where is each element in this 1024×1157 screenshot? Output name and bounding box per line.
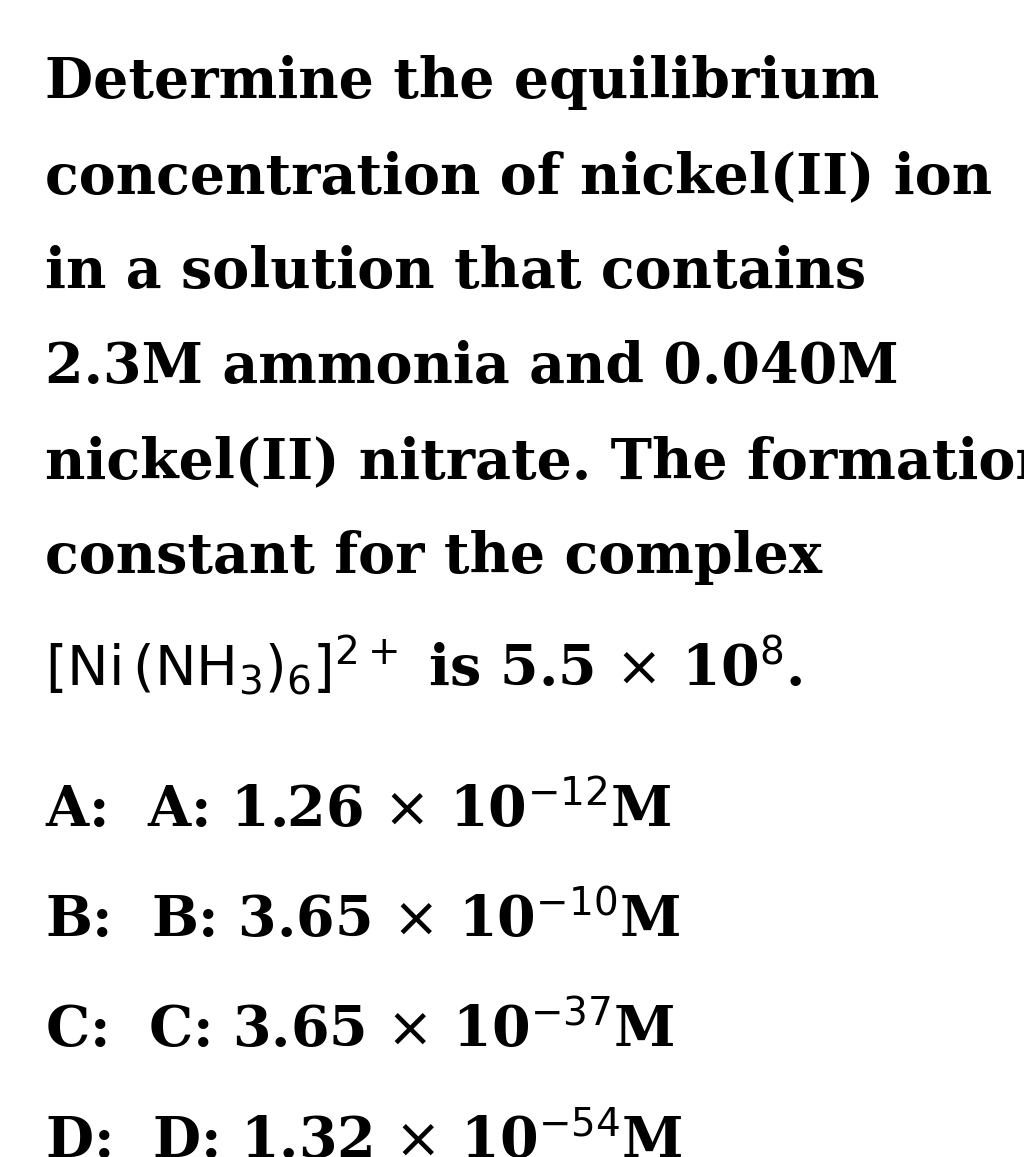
- Text: 2.3M ammonia and 0.040M: 2.3M ammonia and 0.040M: [45, 340, 899, 395]
- Text: B:  B: 3.65 $\times$ 10$^{-10}$M: B: B: 3.65 $\times$ 10$^{-10}$M: [45, 893, 680, 949]
- Text: concentration of nickel(II) ion: concentration of nickel(II) ion: [45, 150, 992, 205]
- Text: A:  A: 1.26 $\times$ 10$^{-12}$M: A: A: 1.26 $\times$ 10$^{-12}$M: [45, 783, 672, 839]
- Text: constant for the complex: constant for the complex: [45, 530, 822, 585]
- Text: nickel(II) nitrate. The formation: nickel(II) nitrate. The formation: [45, 435, 1024, 491]
- Text: D:  D: 1.32 $\times$ 10$^{-54}$M: D: D: 1.32 $\times$ 10$^{-54}$M: [45, 1113, 683, 1157]
- Text: $[\mathrm{Ni\,(NH_3)_6}]^{2+}$ is 5.5 $\times$ 10$^8$.: $[\mathrm{Ni\,(NH_3)_6}]^{2+}$ is 5.5 $\…: [45, 633, 802, 698]
- Text: C:  C: 3.65 $\times$ 10$^{-37}$M: C: C: 3.65 $\times$ 10$^{-37}$M: [45, 1003, 675, 1060]
- Text: Determine the equilibrium: Determine the equilibrium: [45, 56, 880, 110]
- Text: in a solution that contains: in a solution that contains: [45, 245, 866, 300]
